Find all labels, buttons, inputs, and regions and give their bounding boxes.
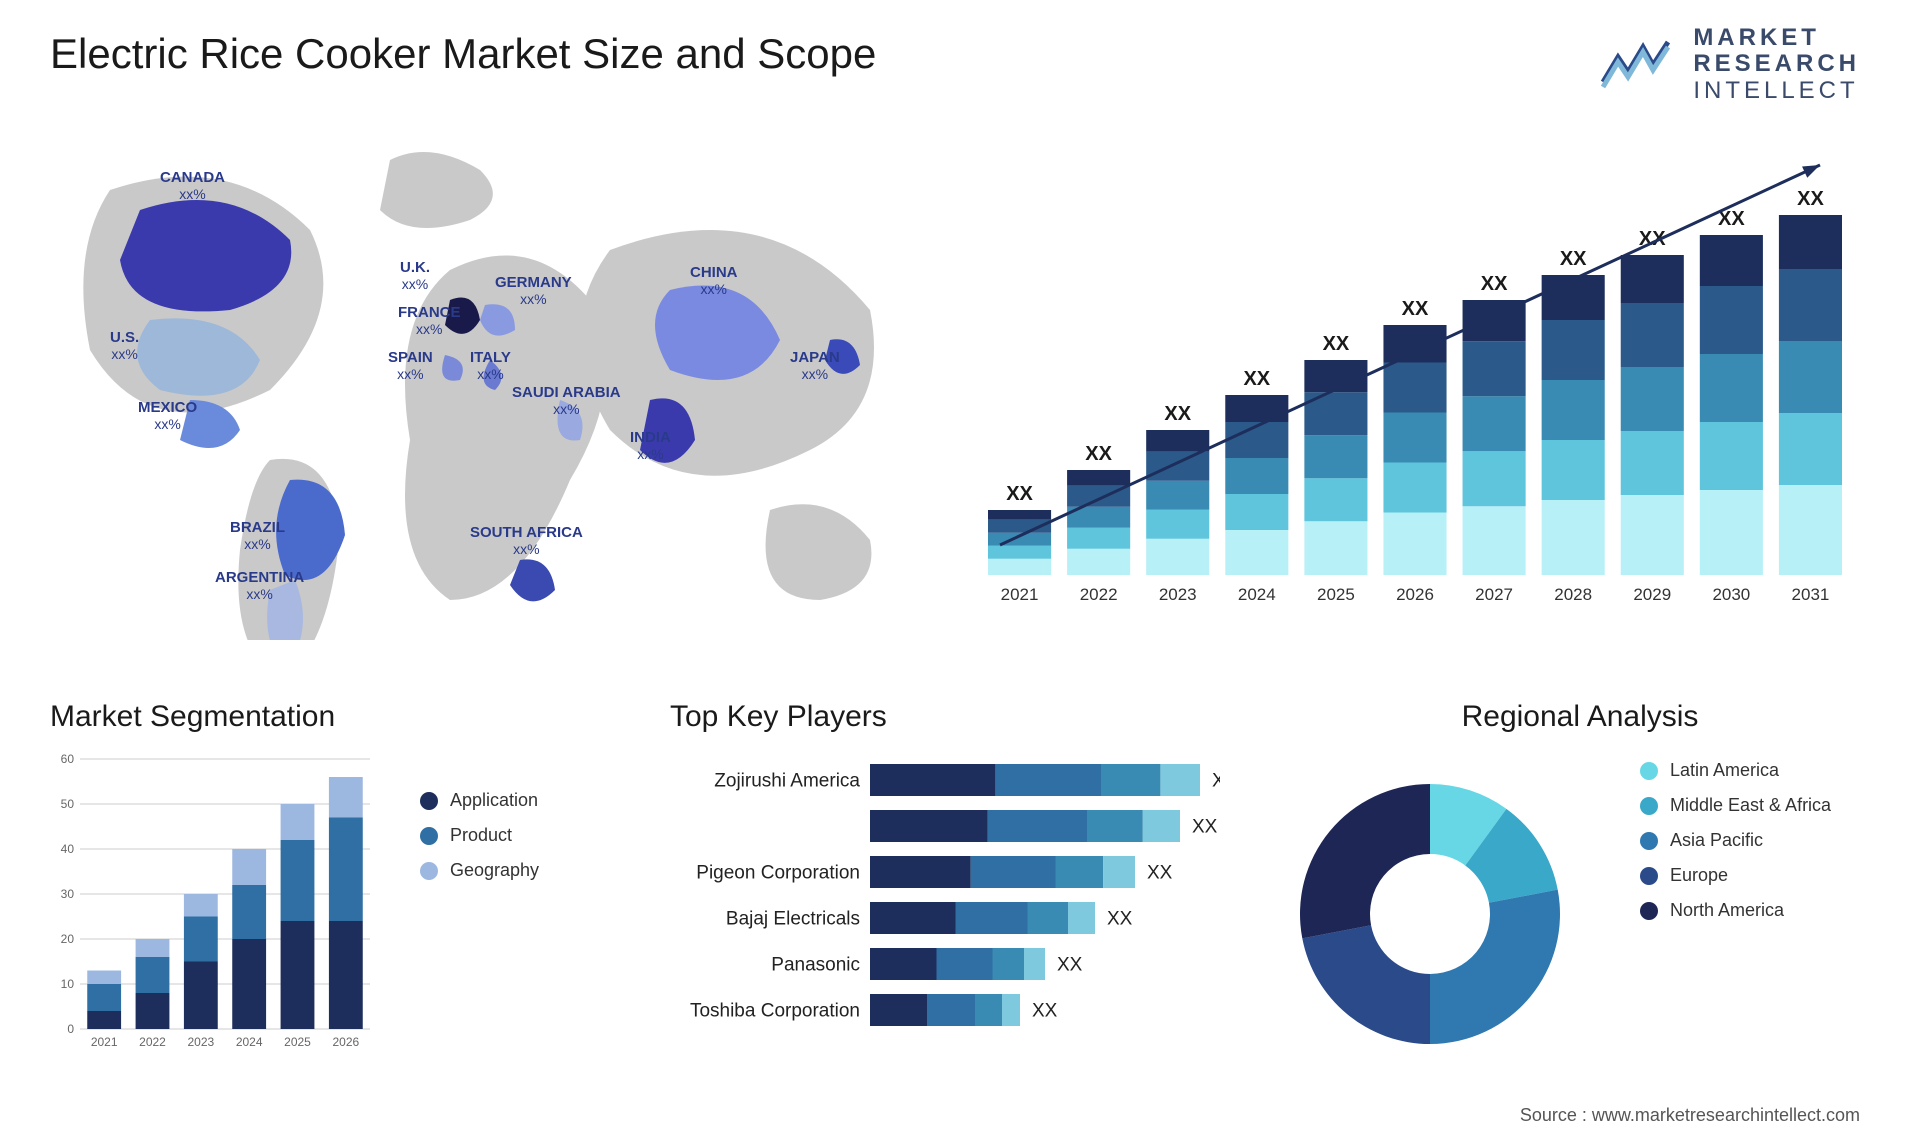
svg-text:2026: 2026 <box>332 1035 359 1049</box>
map-label-india: INDIAxx% <box>630 430 671 462</box>
svg-text:30: 30 <box>61 887 75 901</box>
regional-section: Regional Analysis Latin America Middle Ea… <box>1280 700 1880 1100</box>
svg-text:60: 60 <box>61 754 75 766</box>
svg-text:40: 40 <box>61 842 75 856</box>
svg-text:2029: 2029 <box>1633 585 1671 604</box>
map-svg <box>50 130 950 640</box>
segmentation-section: Market Segmentation 0 10 20 30 40 50 60 2021 202… <box>50 700 630 1100</box>
svg-text:XX: XX <box>1323 333 1350 355</box>
regional-legend-item: Europe <box>1640 865 1831 886</box>
svg-text:XX: XX <box>1212 770 1220 791</box>
regional-legend-item: Middle East & Africa <box>1640 795 1831 816</box>
svg-text:XX: XX <box>1797 188 1824 210</box>
growth-chart: XX 2021 XX 2022 XX 2023 XX 2024 XX 2025 XX 2026 XX 20… <box>980 145 1850 615</box>
svg-text:2021: 2021 <box>1001 585 1039 604</box>
svg-text:Bajaj Electricals: Bajaj Electricals <box>726 908 860 929</box>
map-label-south-africa: SOUTH AFRICAxx% <box>470 525 583 557</box>
map-label-spain: SPAINxx% <box>388 350 433 382</box>
svg-text:2021: 2021 <box>91 1035 118 1049</box>
svg-text:2023: 2023 <box>1159 585 1197 604</box>
map-label-saudi-arabia: SAUDI ARABIAxx% <box>512 385 621 417</box>
svg-text:2028: 2028 <box>1554 585 1592 604</box>
world-map: CANADAxx% U.S.xx% MEXICOxx% BRAZILxx% ARGENT… <box>50 130 950 640</box>
logo-text: MARKET RESEARCH INTELLECT <box>1693 25 1860 104</box>
regional-legend: Latin America Middle East & Africa Asia Pa… <box>1640 760 1831 935</box>
seg-legend-item: Application <box>420 790 539 811</box>
svg-text:XX: XX <box>1107 908 1133 929</box>
map-label-canada: CANADAxx% <box>160 170 225 202</box>
svg-text:XX: XX <box>1192 816 1218 837</box>
segmentation-legend: Application Product Geography <box>420 790 539 895</box>
regional-legend-item: Asia Pacific <box>1640 830 1831 851</box>
seg-legend-item: Geography <box>420 860 539 881</box>
seg-legend-item: Product <box>420 825 539 846</box>
svg-text:2024: 2024 <box>236 1035 263 1049</box>
svg-text:XX: XX <box>1481 273 1508 295</box>
svg-text:2031: 2031 <box>1792 585 1830 604</box>
svg-text:XX: XX <box>1147 862 1173 883</box>
svg-text:XX: XX <box>1006 483 1033 505</box>
svg-text:0: 0 <box>67 1022 74 1036</box>
page-title: Electric Rice Cooker Market Size and Sco… <box>50 30 876 78</box>
svg-text:10: 10 <box>61 977 75 991</box>
map-label-china: CHINAxx% <box>690 265 738 297</box>
logo-icon <box>1598 37 1678 92</box>
players-title: Top Key Players <box>670 700 1220 734</box>
growth-chart-svg: XX 2021 XX 2022 XX 2023 XX 2024 XX 2025 XX 2026 XX 20… <box>980 145 1850 615</box>
map-label-argentina: ARGENTINAxx% <box>215 570 304 602</box>
map-label-italy: ITALYxx% <box>470 350 511 382</box>
segmentation-chart: 0 10 20 30 40 50 60 2021 2022 2023 2024 2025 2026 <box>50 754 390 1084</box>
svg-text:2022: 2022 <box>1080 585 1118 604</box>
svg-text:2025: 2025 <box>284 1035 311 1049</box>
svg-text:XX: XX <box>1032 1000 1058 1021</box>
map-label-germany: GERMANYxx% <box>495 275 572 307</box>
players-section: Top Key Players Zojirushi America XX XX Pig… <box>670 700 1220 1100</box>
svg-text:Zojirushi America: Zojirushi America <box>714 770 860 791</box>
svg-text:XX: XX <box>1560 248 1587 270</box>
source-text: Source : www.marketresearchintellect.com <box>1520 1105 1860 1126</box>
svg-text:XX: XX <box>1085 443 1112 465</box>
regional-title: Regional Analysis <box>1280 700 1880 734</box>
svg-text:Pigeon Corporation: Pigeon Corporation <box>696 862 860 883</box>
svg-text:20: 20 <box>61 932 75 946</box>
map-label-japan: JAPANxx% <box>790 350 840 382</box>
svg-text:XX: XX <box>1057 954 1083 975</box>
svg-text:50: 50 <box>61 797 75 811</box>
svg-text:2023: 2023 <box>187 1035 214 1049</box>
svg-text:2025: 2025 <box>1317 585 1355 604</box>
players-chart: Zojirushi America XX XX Pigeon Corporation X… <box>670 754 1220 1084</box>
svg-text:XX: XX <box>1243 368 1270 390</box>
svg-text:2026: 2026 <box>1396 585 1434 604</box>
regional-legend-item: Latin America <box>1640 760 1831 781</box>
map-label-u-k-: U.K.xx% <box>400 260 430 292</box>
svg-text:Panasonic: Panasonic <box>771 954 860 975</box>
svg-text:XX: XX <box>1164 403 1191 425</box>
svg-text:Toshiba Corporation: Toshiba Corporation <box>690 1000 860 1021</box>
map-label-u-s-: U.S.xx% <box>110 330 139 362</box>
svg-text:2030: 2030 <box>1712 585 1750 604</box>
svg-text:XX: XX <box>1402 298 1429 320</box>
logo: MARKET RESEARCH INTELLECT <box>1598 25 1860 104</box>
map-label-france: FRANCExx% <box>398 305 461 337</box>
svg-text:2027: 2027 <box>1475 585 1513 604</box>
svg-text:2024: 2024 <box>1238 585 1276 604</box>
segmentation-title: Market Segmentation <box>50 700 630 734</box>
svg-text:2022: 2022 <box>139 1035 166 1049</box>
regional-donut <box>1280 754 1600 1054</box>
map-label-brazil: BRAZILxx% <box>230 520 285 552</box>
regional-legend-item: North America <box>1640 900 1831 921</box>
map-label-mexico: MEXICOxx% <box>138 400 197 432</box>
